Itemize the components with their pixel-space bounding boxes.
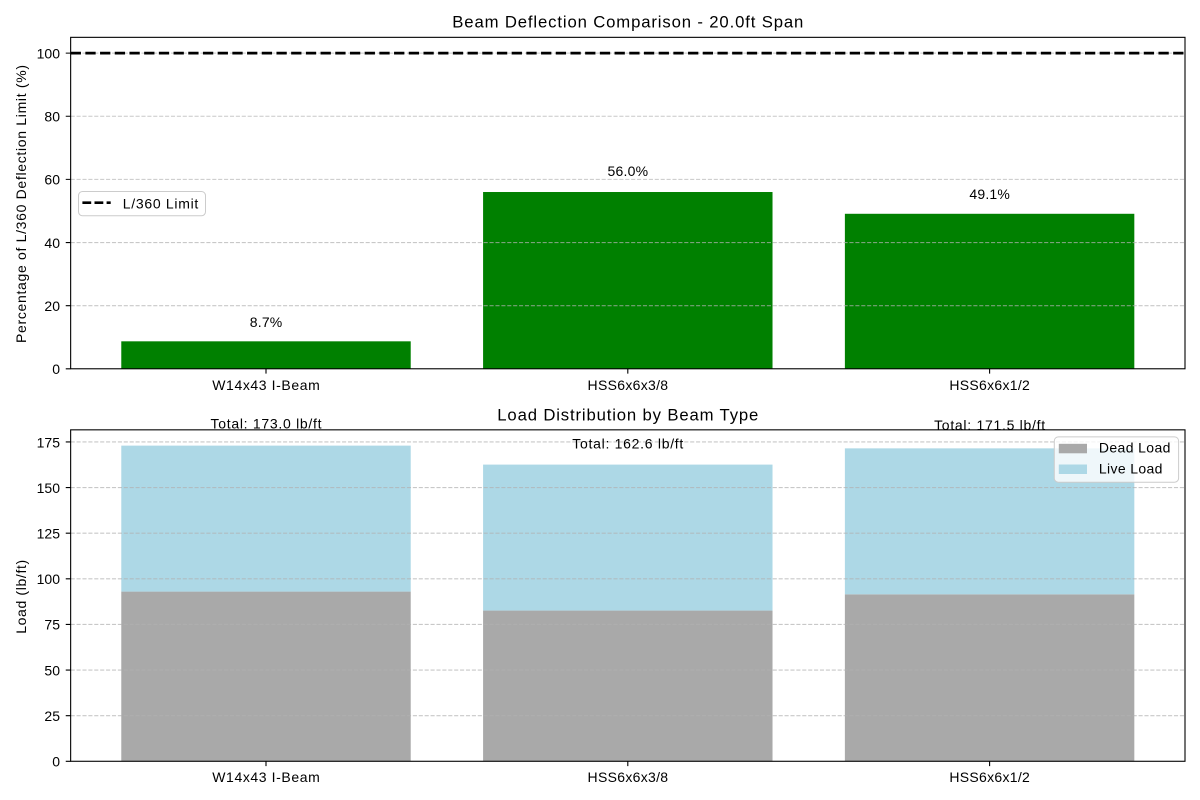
svg-text:150: 150 [37,480,61,496]
svg-text:Percentage of L/360 Deflection: Percentage of L/360 Deflection Limit (%) [13,65,29,343]
svg-text:L/360 Limit: L/360 Limit [123,195,199,211]
svg-text:Total: 173.0 lb/ft: Total: 173.0 lb/ft [211,415,322,431]
svg-text:HSS6x6x3/8: HSS6x6x3/8 [588,769,669,785]
svg-text:W14x43 I-Beam: W14x43 I-Beam [212,769,320,785]
svg-text:175: 175 [37,434,61,450]
svg-text:49.1%: 49.1% [969,186,1010,202]
svg-text:HSS6x6x1/2: HSS6x6x1/2 [949,769,1030,785]
svg-text:Dead Load: Dead Load [1099,440,1171,456]
svg-text:50: 50 [44,662,60,678]
svg-text:0: 0 [52,361,60,377]
svg-text:Load (lb/ft): Load (lb/ft) [13,560,29,634]
svg-text:Live Load: Live Load [1099,460,1163,476]
svg-text:100: 100 [37,571,61,587]
svg-text:100: 100 [37,45,61,61]
svg-text:Total: 162.6 lb/ft: Total: 162.6 lb/ft [572,435,683,451]
svg-text:Load Distribution by Beam Type: Load Distribution by Beam Type [497,406,758,425]
svg-text:80: 80 [44,109,60,125]
svg-text:75: 75 [44,617,60,633]
svg-text:8.7%: 8.7% [250,314,283,330]
svg-text:Total: 171.5 lb/ft: Total: 171.5 lb/ft [934,417,1045,433]
svg-text:40: 40 [44,235,60,251]
svg-text:25: 25 [44,708,60,724]
svg-text:56.0%: 56.0% [608,163,649,179]
svg-text:W14x43 I-Beam: W14x43 I-Beam [212,377,320,393]
svg-text:20: 20 [44,298,60,314]
svg-text:60: 60 [44,172,60,188]
svg-text:0: 0 [52,754,60,770]
svg-text:Beam Deflection Comparison - 2: Beam Deflection Comparison - 20.0ft Span [452,12,803,31]
svg-text:HSS6x6x3/8: HSS6x6x3/8 [588,377,669,393]
svg-text:125: 125 [37,526,61,542]
svg-text:HSS6x6x1/2: HSS6x6x1/2 [949,377,1030,393]
